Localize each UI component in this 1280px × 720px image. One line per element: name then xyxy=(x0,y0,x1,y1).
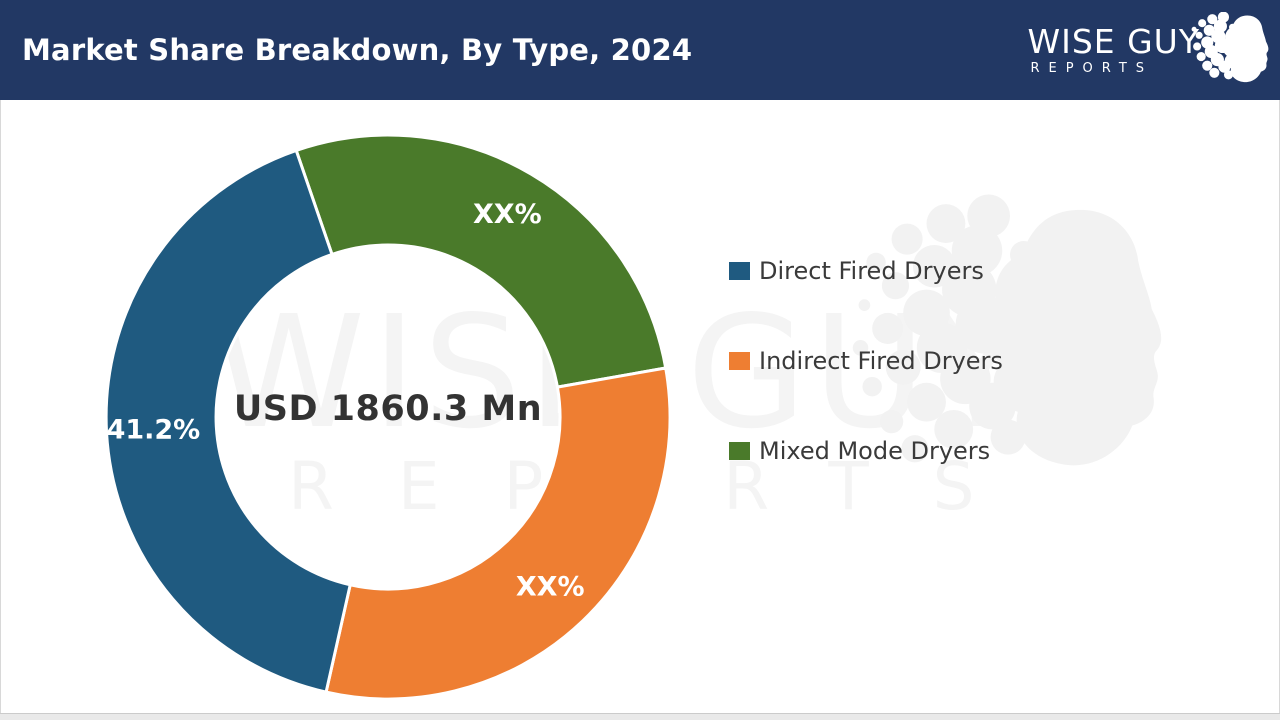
legend-swatch xyxy=(729,442,750,460)
logo-wordmark-block: WISE GUY REPORTS xyxy=(1027,25,1200,75)
slice-value-label: 41.2% xyxy=(107,415,201,446)
pie-slice-mixed-mode-dryers xyxy=(294,133,668,389)
slice-value-label: XX% xyxy=(516,572,585,603)
wiseguy-logo: WISE GUY REPORTS xyxy=(1027,12,1272,88)
donut-chart: XX% XX% 41.2% xyxy=(104,133,672,701)
wiseguy-logo-face-icon xyxy=(1191,12,1269,83)
bottom-strip xyxy=(0,713,1280,720)
legend-item-mixed-mode-dryers: Mixed Mode Dryers xyxy=(729,437,1003,465)
chart-center-value: USD 1860.3 Mn xyxy=(233,389,543,429)
legend-item-label: Indirect Fired Dryers xyxy=(759,347,1003,375)
legend-swatch xyxy=(729,352,750,370)
legend-item-label: Direct Fired Dryers xyxy=(759,257,984,285)
legend-item-direct-fired-dryers: Direct Fired Dryers xyxy=(729,257,1003,285)
legend-item-indirect-fired-dryers: Indirect Fired Dryers xyxy=(729,347,1003,375)
chart-title: Market Share Breakdown, By Type, 2024 xyxy=(22,33,693,67)
logo-wordmark: WISE GUY xyxy=(1027,22,1200,61)
slice-value-label: XX% xyxy=(473,199,542,230)
legend-swatch xyxy=(729,262,750,280)
pie-slice-direct-fired-dryers xyxy=(104,148,352,694)
legend-item-label: Mixed Mode Dryers xyxy=(759,437,991,465)
chart-legend: Direct Fired Dryers Indirect Fired Dryer… xyxy=(729,257,1003,465)
logo-reports-line: REPORTS xyxy=(1030,61,1154,76)
header-bar: Market Share Breakdown, By Type, 2024 WI… xyxy=(0,0,1280,100)
pie-slice-indirect-fired-dryers xyxy=(324,366,672,701)
